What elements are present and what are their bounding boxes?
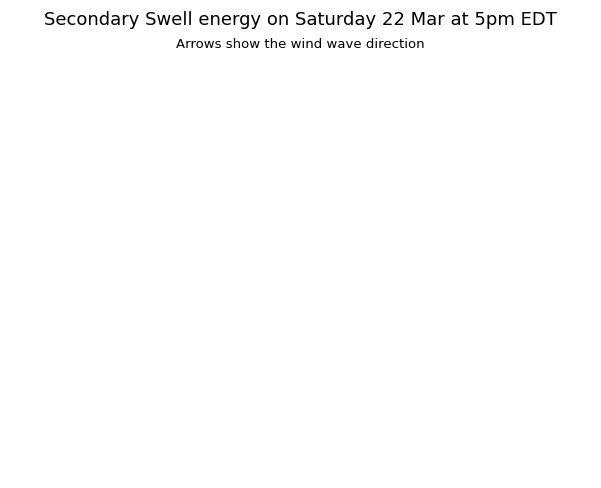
Text: Secondary Swell energy on Saturday 22 Mar at 5pm EDT: Secondary Swell energy on Saturday 22 Ma… <box>44 11 557 29</box>
Text: Arrows show the wind wave direction: Arrows show the wind wave direction <box>176 38 425 51</box>
Text: cartopy required: cartopy required <box>231 263 370 281</box>
